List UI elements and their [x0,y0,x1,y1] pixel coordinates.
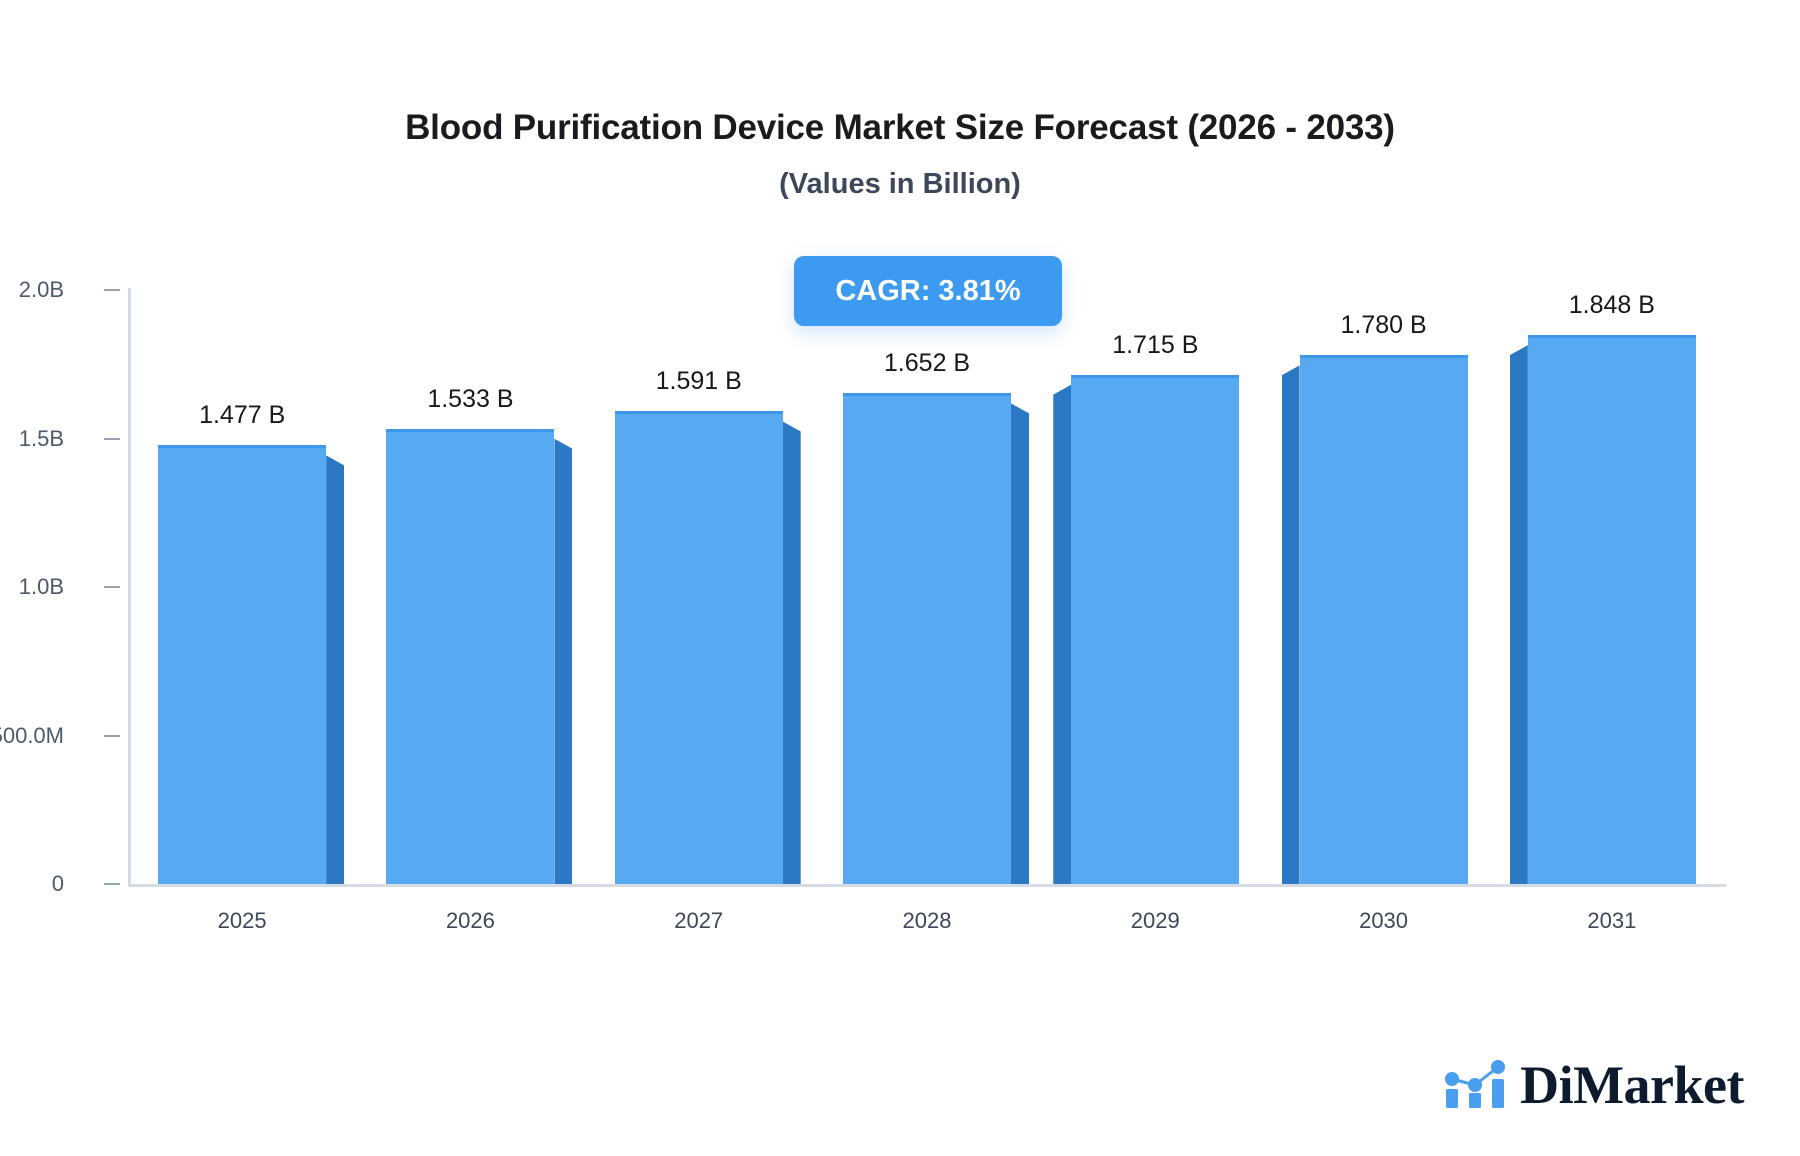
bar-2025[interactable] [158,445,345,884]
bar-value-label: 1.533 B [427,384,514,413]
bar-value-label: 1.715 B [1112,330,1199,359]
x-tick-label-2026: 2026 [445,908,495,933]
bar-front-face [158,445,327,884]
bar-2028[interactable] [843,393,1029,884]
chart-title: Blood Purification Device Market Size Fo… [405,108,1395,147]
y-tick-label: 2.0B [18,277,64,302]
y-tick-label: 1.0B [18,574,64,599]
x-tick-label-2029: 2029 [1130,908,1180,933]
bar-side-face [554,438,573,884]
bar-value-label: 1.652 B [883,349,971,378]
bar-front-face [386,428,555,884]
bar-side-body [326,455,345,884]
bar-side-body [1509,345,1528,884]
y-tick-mark [104,734,120,737]
y-tick-label: 0 [51,871,64,896]
bar-2031[interactable] [1509,335,1696,884]
y-tick-mark [104,883,120,885]
bar-side-body [1011,403,1029,884]
bar-2026[interactable] [386,428,573,884]
y-tick-mark [104,586,120,588]
y-tick-mark [104,437,120,440]
bar-value-label: 1.591 B [655,367,742,396]
bar-2027[interactable] [614,411,801,884]
y-tick-label: 1.5B [18,425,64,451]
bar-chart-logo-icon [1444,1057,1506,1114]
bar-side-face [1281,365,1300,884]
y-tick-mark [104,289,120,291]
bar-side-body [782,421,801,884]
bar-front-face [1527,335,1696,884]
bar-side-face [1053,384,1072,884]
brand-logo: DiMarket [1444,1054,1744,1116]
x-tick-label-2025: 2025 [217,908,267,933]
plot-area: 1.477 B 1.533 B 1.591 B 1.652 B 1.715 B 1.780… [128,290,1726,884]
bar-front-face [614,411,783,884]
x-tick-label-2031: 2031 [1587,908,1637,933]
bar-side-body [1281,365,1300,884]
bar-value-label: 1.477 B [199,401,286,430]
bar-front-face [1299,355,1468,884]
bar-side-face [1011,403,1029,884]
bar-side-body [1053,384,1072,884]
bar-side-body [554,438,573,884]
x-tick-label-2027: 2027 [674,908,724,933]
bar-side-face [326,455,345,884]
x-tick-label-2030: 2030 [1359,908,1409,933]
chart-subtitle: (Values in Billion) [779,168,1021,200]
bar-2029[interactable] [1053,374,1240,884]
bar-side-face [1509,345,1528,884]
bar-value-label: 1.848 B [1568,291,1655,320]
brand-logo-text: DiMarket [1520,1055,1744,1115]
x-axis-line [128,884,1726,887]
bar-value-label: 1.780 B [1340,311,1427,340]
bar-front-face [1071,374,1240,884]
bar-side-face [782,421,801,884]
cagr-badge: CAGR: 3.81% [794,256,1062,326]
y-axis-line [128,288,131,886]
bar-front-face [843,393,1011,884]
x-tick-label-2028: 2028 [902,908,952,933]
bar-2030[interactable] [1281,355,1468,884]
y-tick-label: 500.0M [0,722,64,748]
